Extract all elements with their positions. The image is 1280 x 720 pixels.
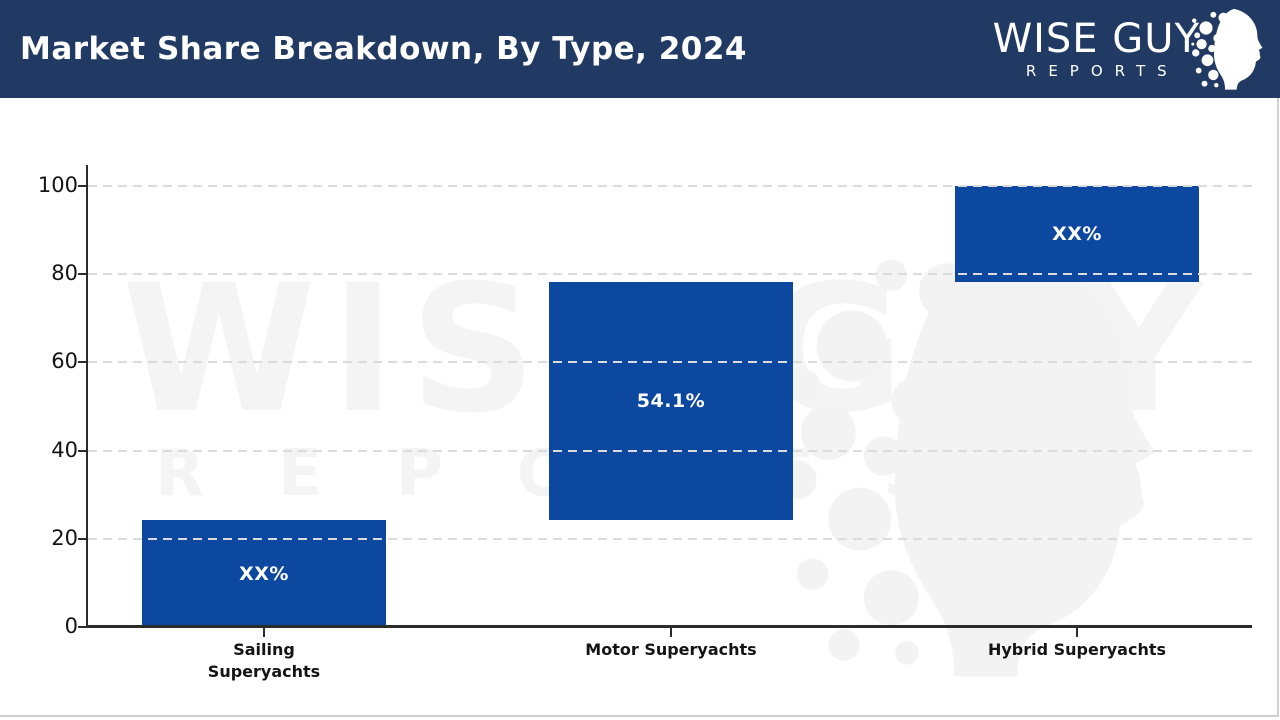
logo-text: WISE GUY REPORTS [993,18,1200,80]
grid-line [88,449,1252,452]
y-axis-tick [78,626,86,628]
grid-line [88,361,1252,364]
bar-value-label: XX% [1052,222,1102,245]
x-axis [86,625,1252,628]
grid-line [88,273,1252,276]
x-category-label: Hybrid Superyachts [987,640,1167,659]
x-axis-tick [1076,628,1078,637]
y-tick-label: 100 [37,173,78,197]
y-axis-tick [78,361,86,364]
y-tick-label: 40 [51,437,78,462]
logo-subtitle: REPORTS [1025,62,1179,80]
y-axis-tick [78,449,86,452]
y-axis-tick [78,273,86,276]
logo-wordmark: WISE GUY [992,16,1200,62]
x-axis-tick [263,628,265,637]
x-category-label: Sailing Superyachts [207,640,321,681]
x-axis-tick [670,628,672,637]
y-tick-label: 20 [51,525,78,550]
wiseguy-face-logo-icon [1191,8,1263,90]
y-tick-label: 80 [51,261,78,286]
face-watermark-icon [773,243,1155,677]
bar-value-label: 54.1% [636,389,706,412]
chart-title: Market Share Breakdown, By Type, 2024 [20,31,748,67]
y-axis-tick [78,185,86,187]
header-bar: Market Share Breakdown, By Type, 2024 WI… [0,0,1280,98]
bar: XX% [955,186,1199,282]
grid-line [88,185,1252,187]
wiseguy-logo: WISE GUY REPORTS [993,2,1272,96]
x-category-label: Motor Superyachts [585,640,757,659]
y-tick-label: 60 [51,349,78,374]
y-tick-label: 0 [64,614,78,638]
bar-value-label: XX% [239,562,289,585]
y-axis-tick [78,537,86,540]
y-axis [86,165,88,628]
bar: XX% [142,520,386,627]
bar: 54.1% [549,281,793,521]
grid-line [88,537,1252,540]
